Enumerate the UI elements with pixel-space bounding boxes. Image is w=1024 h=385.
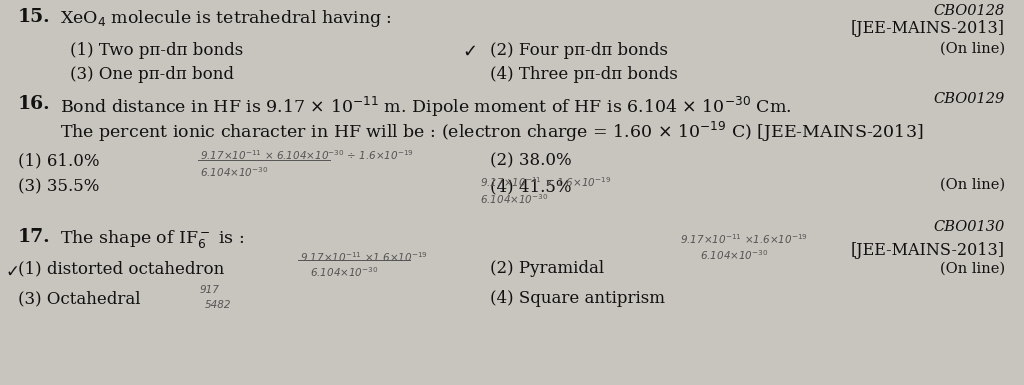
Text: (3) One pπ-dπ bond: (3) One pπ-dπ bond: [70, 66, 234, 83]
Text: 15.: 15.: [18, 8, 50, 26]
Text: CBO0129: CBO0129: [934, 92, 1005, 106]
Text: (2) Pyramidal: (2) Pyramidal: [490, 260, 604, 277]
Text: 6.104×10$^{-30}$: 6.104×10$^{-30}$: [700, 248, 769, 262]
Text: (2) Four pπ-dπ bonds: (2) Four pπ-dπ bonds: [490, 42, 668, 59]
Text: $\checkmark$: $\checkmark$: [5, 263, 18, 280]
Text: [JEE-MAINS-2013]: [JEE-MAINS-2013]: [851, 20, 1005, 37]
Text: 6.104×10$^{-30}$: 6.104×10$^{-30}$: [200, 165, 268, 179]
Text: (1) 61.0%: (1) 61.0%: [18, 152, 99, 169]
Text: (On line): (On line): [940, 178, 1005, 192]
Text: The percent ionic character in HF will be : (electron charge = 1.60 $\times$ 10$: The percent ionic character in HF will b…: [60, 120, 924, 144]
Text: (On line): (On line): [940, 262, 1005, 276]
Text: (2) 38.0%: (2) 38.0%: [490, 152, 571, 169]
Text: (On line): (On line): [940, 42, 1005, 56]
Text: 9.17×10$^{-11}$ × 1.6×10$^{-19}$: 9.17×10$^{-11}$ × 1.6×10$^{-19}$: [480, 175, 611, 189]
Text: 16.: 16.: [18, 95, 50, 113]
Text: $\checkmark$: $\checkmark$: [462, 42, 476, 60]
Text: 9.17×10$^{-11}$ ×1.6×10$^{-19}$: 9.17×10$^{-11}$ ×1.6×10$^{-19}$: [300, 250, 428, 264]
Text: (4) Square antiprism: (4) Square antiprism: [490, 290, 665, 307]
Text: (1) distorted octahedron: (1) distorted octahedron: [18, 260, 224, 277]
Text: XeO$_4$ molecule is tetrahedral having :: XeO$_4$ molecule is tetrahedral having :: [60, 8, 392, 29]
Text: (3) 35.5%: (3) 35.5%: [18, 178, 99, 195]
Text: (4) 41.5%: (4) 41.5%: [490, 178, 571, 195]
Text: Bond distance in HF is 9.17 $\times$ 10$^{-11}$ m. Dipole moment of HF is 6.104 : Bond distance in HF is 9.17 $\times$ 10$…: [60, 95, 792, 119]
Text: (4) Three pπ-dπ bonds: (4) Three pπ-dπ bonds: [490, 66, 678, 83]
Text: (3) Octahedral: (3) Octahedral: [18, 290, 140, 307]
Text: 6.104×10$^{-30}$: 6.104×10$^{-30}$: [480, 192, 549, 206]
Text: CBO0128: CBO0128: [934, 4, 1005, 18]
Text: 9.17×10$^{-11}$ × 6.104×10$^{-30}$ ÷ 1.6×10$^{-19}$: 9.17×10$^{-11}$ × 6.104×10$^{-30}$ ÷ 1.6…: [200, 148, 414, 162]
Text: 9.17×10$^{-11}$ ×1.6×10$^{-19}$: 9.17×10$^{-11}$ ×1.6×10$^{-19}$: [680, 232, 808, 246]
Text: (1) Two pπ-dπ bonds: (1) Two pπ-dπ bonds: [70, 42, 244, 59]
Text: [JEE-MAINS-2013]: [JEE-MAINS-2013]: [851, 242, 1005, 259]
Text: 917: 917: [200, 285, 220, 295]
Text: CBO0130: CBO0130: [934, 220, 1005, 234]
Text: The shape of IF$_6^-$ is :: The shape of IF$_6^-$ is :: [60, 228, 245, 250]
Text: 6.104×10$^{-30}$: 6.104×10$^{-30}$: [310, 265, 379, 279]
Text: 5482: 5482: [205, 300, 231, 310]
Text: 17.: 17.: [18, 228, 50, 246]
